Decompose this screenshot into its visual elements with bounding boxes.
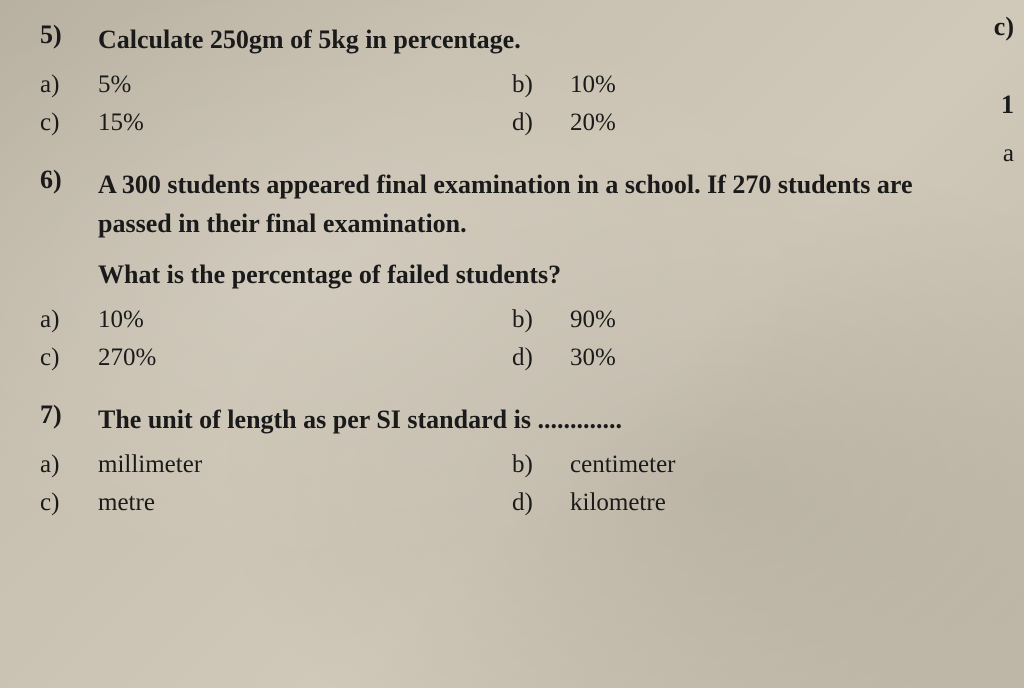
option-label: d): [512, 344, 570, 372]
option-text: 15%: [98, 109, 144, 137]
option-c: c) 15%: [40, 109, 512, 137]
question-7: 7) The unit of length as per SI standard…: [40, 400, 984, 517]
option-text: millimeter: [98, 451, 202, 479]
option-b: b) 90%: [512, 306, 984, 334]
question-number: 5): [40, 20, 98, 50]
question-header: 6) A 300 students appeared final examina…: [40, 165, 984, 243]
option-label: b): [512, 451, 570, 479]
option-label: c): [40, 489, 98, 517]
option-label: d): [512, 489, 570, 517]
question-text: Calculate 250gm of 5kg in percentage.: [98, 20, 984, 59]
option-d: d) 20%: [512, 109, 984, 137]
question-5: 5) Calculate 250gm of 5kg in percentage.…: [40, 20, 984, 137]
option-label: a): [40, 71, 98, 99]
option-label: b): [512, 306, 570, 334]
question-header: 7) The unit of length as per SI standard…: [40, 400, 984, 439]
option-text: 5%: [98, 71, 131, 99]
question-text: A 300 students appeared final examinatio…: [98, 165, 984, 243]
option-label: b): [512, 71, 570, 99]
option-text: 10%: [570, 71, 616, 99]
question-text: The unit of length as per SI standard is…: [98, 400, 984, 439]
question-header: 5) Calculate 250gm of 5kg in percentage.: [40, 20, 984, 59]
question-number: 7): [40, 400, 98, 430]
option-label: c): [40, 344, 98, 372]
option-a: a) 5%: [40, 71, 512, 99]
option-b: b) 10%: [512, 71, 984, 99]
option-d: d) kilometre: [512, 489, 984, 517]
options-grid: a) 5% b) 10% c) 15% d) 20%: [40, 71, 984, 137]
option-b: b) centimeter: [512, 451, 984, 479]
option-c: c) 270%: [40, 344, 512, 372]
option-label: a): [40, 306, 98, 334]
option-label: c): [40, 109, 98, 137]
option-text: kilometre: [570, 489, 666, 517]
question-6: 6) A 300 students appeared final examina…: [40, 165, 984, 372]
option-text: 20%: [570, 109, 616, 137]
option-text: metre: [98, 489, 155, 517]
option-text: 270%: [98, 344, 156, 372]
option-d: d) 30%: [512, 344, 984, 372]
question-number: 6): [40, 165, 98, 195]
question-subtext: What is the percentage of failed student…: [98, 255, 984, 294]
options-grid: a) 10% b) 90% c) 270% d) 30%: [40, 306, 984, 372]
edge-fragment-top: c): [994, 12, 1014, 42]
edge-fragment-mid: 1: [1001, 90, 1014, 120]
options-grid: a) millimeter b) centimeter c) metre d) …: [40, 451, 984, 517]
option-text: 90%: [570, 306, 616, 334]
option-label: d): [512, 109, 570, 137]
option-c: c) metre: [40, 489, 512, 517]
edge-fragment-low: a: [1003, 140, 1014, 168]
option-a: a) millimeter: [40, 451, 512, 479]
option-text: 30%: [570, 344, 616, 372]
option-text: 10%: [98, 306, 144, 334]
option-label: a): [40, 451, 98, 479]
option-text: centimeter: [570, 451, 676, 479]
option-a: a) 10%: [40, 306, 512, 334]
